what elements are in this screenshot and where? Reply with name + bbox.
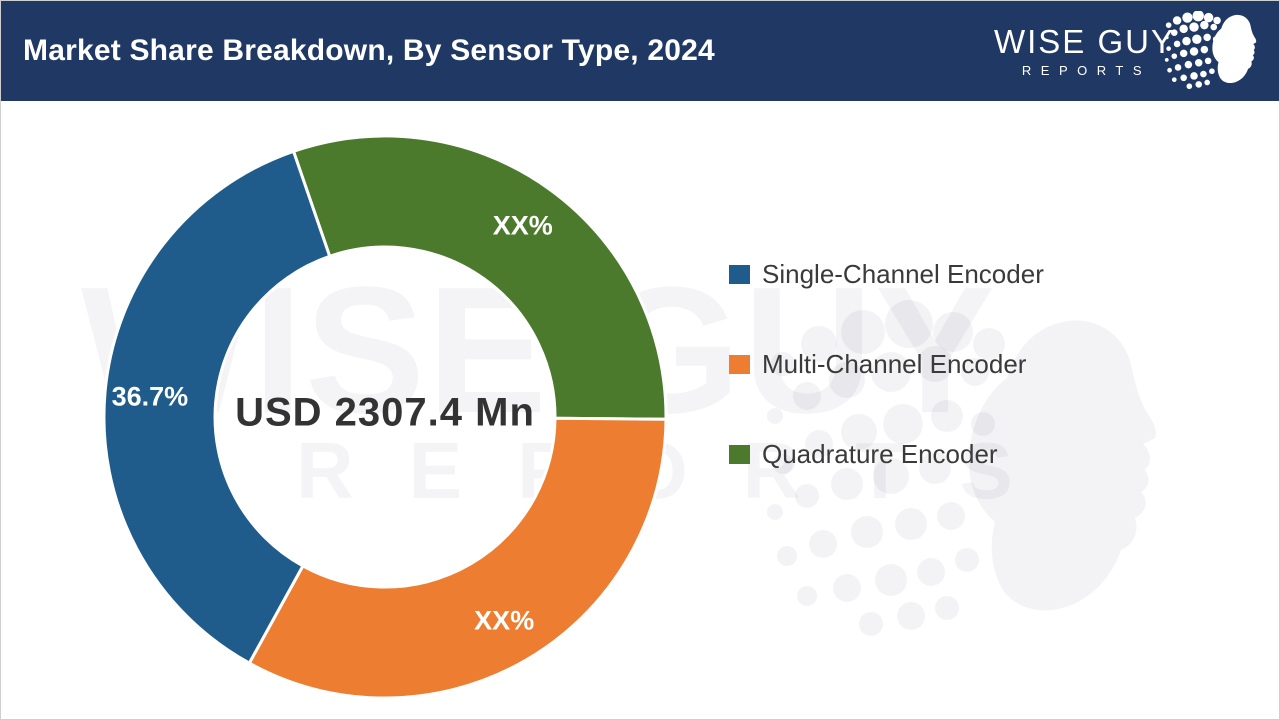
logo-wordmark-line2: REPORTS bbox=[1021, 62, 1152, 78]
logo-wordmark-line1: WISE GUY bbox=[993, 22, 1175, 60]
segment-label-single-channel-encoder: 36.7% bbox=[112, 382, 189, 412]
chart-area: WISE GUY REPORTS XX% XX% 36.7% USD 2307.4 … bbox=[1, 101, 1279, 719]
donut-segment-multi-channel-encoder bbox=[247, 416, 668, 700]
legend-item-single-channel-encoder: Single-Channel Encoder bbox=[729, 259, 1044, 289]
header-bar: Market Share Breakdown, By Sensor Type, … bbox=[1, 1, 1279, 101]
legend-label-quadrature: Quadrature Encoder bbox=[762, 439, 998, 469]
legend-swatch-single-channel bbox=[729, 264, 750, 284]
donut-segment-quadrature-encoder bbox=[292, 134, 668, 421]
legend-label-single-channel: Single-Channel Encoder bbox=[762, 259, 1044, 289]
legend-item-multi-channel-encoder: Multi-Channel Encoder bbox=[729, 349, 1044, 379]
legend-swatch-quadrature bbox=[729, 444, 750, 464]
legend-swatch-multi-channel bbox=[729, 354, 750, 374]
logo-wordmark: WISE GUY REPORTS bbox=[994, 25, 1175, 78]
page-title: Market Share Breakdown, By Sensor Type, … bbox=[23, 34, 715, 67]
donut-segment-single-channel-encoder bbox=[102, 149, 332, 665]
segment-label-multi-channel-encoder: XX% bbox=[474, 606, 534, 636]
face-profile-logo-icon bbox=[1164, 11, 1257, 90]
chart-legend: Single-Channel Encoder Multi-Channel Enc… bbox=[729, 259, 1044, 529]
donut-center-value: USD 2307.4 Mn bbox=[235, 390, 535, 435]
segment-label-quadrature-encoder: XX% bbox=[493, 210, 553, 240]
wise-guy-reports-logo: WISE GUY REPORTS bbox=[994, 11, 1257, 91]
donut-chart: XX% XX% 36.7% bbox=[102, 134, 668, 700]
legend-item-quadrature-encoder: Quadrature Encoder bbox=[729, 439, 1044, 469]
legend-label-multi-channel: Multi-Channel Encoder bbox=[762, 349, 1027, 379]
